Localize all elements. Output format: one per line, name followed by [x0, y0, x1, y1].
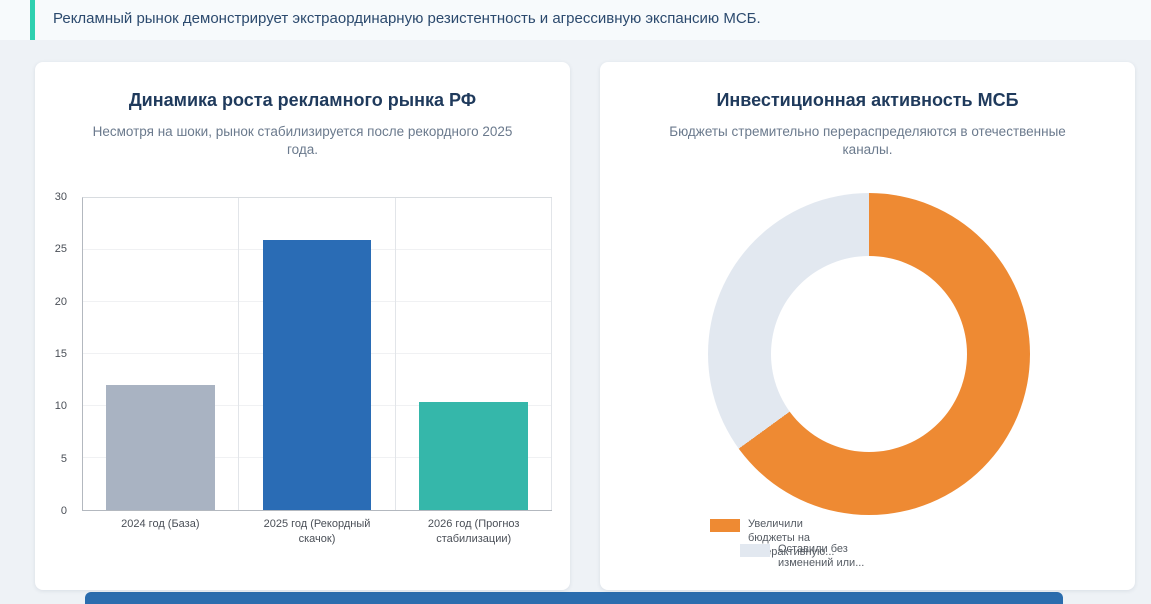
- bar-chart-title: Динамика роста рекламного рынка РФ: [128, 90, 477, 110]
- bar: [106, 385, 216, 510]
- y-tick-label: 30: [54, 191, 67, 203]
- y-tick-label: 20: [54, 295, 67, 308]
- donut-chart-title: Инвестиционная активность МСБ: [716, 90, 1019, 110]
- bar-slot: [396, 198, 552, 510]
- legend-swatch: [740, 544, 770, 557]
- donut-chart-card: Инвестиционная активность МСБ Бюджеты ст…: [600, 62, 1135, 590]
- legend-item[interactable]: Оставили без изменений или...: [740, 543, 878, 571]
- next-section-header-bar: [85, 592, 1063, 604]
- donut-chart-subtitle: Бюджеты стремительно перераспределяются …: [669, 124, 1066, 158]
- category-label: 2025 год (Рекордный скачок): [263, 518, 371, 546]
- donut-chart: [708, 193, 1030, 515]
- x-axis-labels: 2024 год (База) 2025 год (Рекордный скачо…: [82, 517, 552, 548]
- bar: [418, 401, 528, 510]
- insight-header-text: Рекламный рынок демонстрирует экстраорди…: [53, 10, 761, 27]
- y-tick-label: 0: [60, 505, 67, 517]
- category-label: 2026 год (Прогноз стабилизации): [427, 518, 520, 546]
- bar-chart-card: Динамика роста рекламного рынка РФ Несмо…: [35, 62, 570, 590]
- bar-plot: [82, 197, 552, 511]
- bar-slot: [83, 198, 240, 510]
- donut-hole: [771, 256, 967, 452]
- y-axis: 0 5 10 15 20 25 30: [35, 191, 77, 517]
- bar: [262, 239, 372, 510]
- bar-chart-subtitle: Несмотря на шоки, рынок стабилизируется …: [92, 124, 513, 158]
- legend-swatch: [710, 519, 740, 532]
- legend-label: Оставили без изменений или...: [778, 543, 865, 569]
- insight-header-accent: Рекламный рынок демонстрирует экстраорди…: [30, 0, 1151, 40]
- insight-header: Рекламный рынок демонстрирует экстраорди…: [0, 0, 1151, 40]
- y-tick-label: 5: [60, 452, 67, 465]
- y-tick-label: 15: [54, 348, 67, 360]
- bar-slot: [239, 198, 396, 510]
- y-tick-label: 25: [54, 243, 67, 256]
- category-label: 2024 год (База): [121, 518, 200, 530]
- y-tick-label: 10: [54, 400, 67, 413]
